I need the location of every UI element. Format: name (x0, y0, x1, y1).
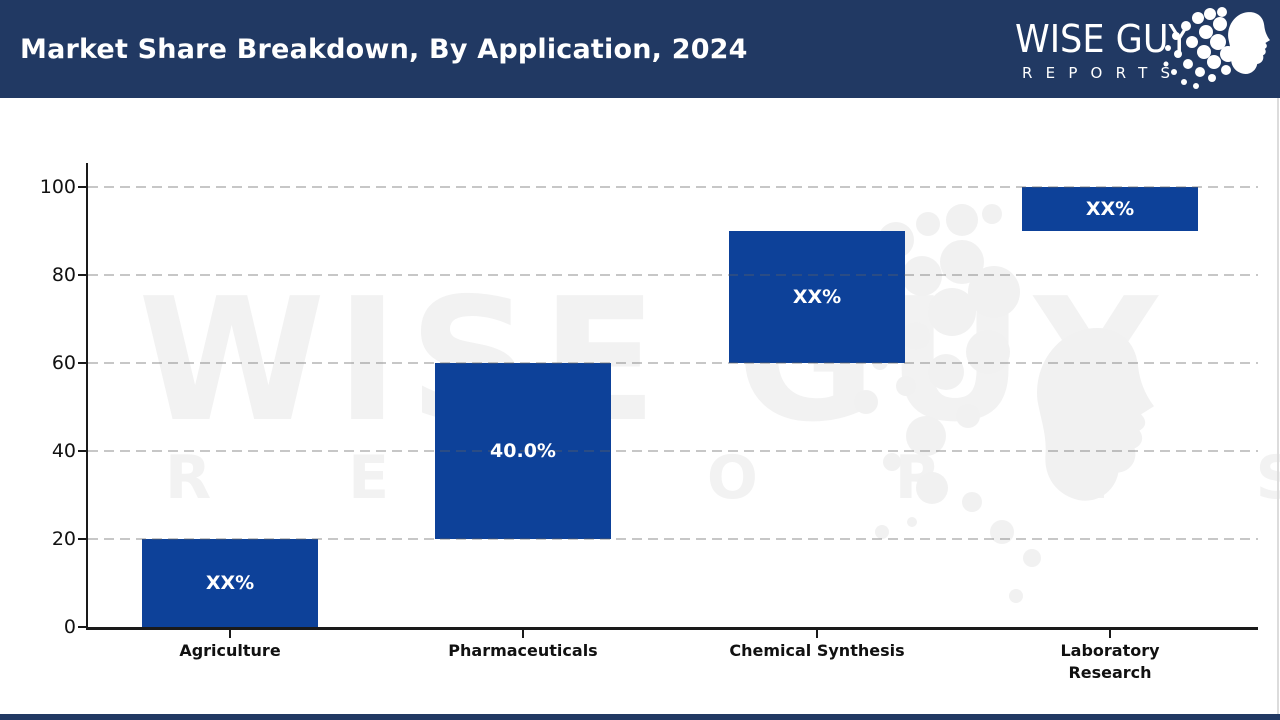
x-tick-label-chemical-synthesis: Chemical Synthesis (729, 641, 905, 660)
bar-pharmaceuticals (435, 363, 611, 539)
gridline-60 (88, 362, 1258, 364)
y-tick (78, 538, 86, 540)
logo-text-line2: REPORTS (1022, 64, 1182, 82)
gridline-100 (88, 186, 1258, 188)
x-axis-line (86, 627, 1258, 630)
x-tick (816, 630, 818, 638)
y-axis-line (86, 163, 88, 630)
x-tick (1109, 630, 1111, 638)
bar-agriculture (142, 539, 318, 627)
logo-text-line1: WISE GUY (1015, 17, 1191, 61)
header-bar: Market Share Breakdown, By Application, … (0, 0, 1280, 98)
y-tick-label: 60 (51, 352, 76, 374)
plot-right-border (1277, 98, 1279, 714)
y-tick-label: 80 (51, 264, 76, 286)
y-tick-label: 40 (51, 440, 76, 462)
y-tick (78, 274, 86, 276)
bar-laboratory-research (1022, 187, 1198, 231)
x-tick (229, 630, 231, 638)
footer-bar (0, 714, 1280, 720)
y-tick (78, 186, 86, 188)
bar-chemical-synthesis (729, 231, 905, 363)
bar-value-label: XX% (205, 572, 255, 594)
wise-guy-reports-logo: WISE GUY REPORTS (1015, 7, 1270, 89)
gridline-40 (88, 450, 1258, 452)
gridline-80 (88, 274, 1258, 276)
bar-value-label: XX% (1085, 198, 1135, 220)
y-tick (78, 626, 86, 628)
x-tick-label-agriculture: Agriculture (179, 641, 281, 660)
x-tick (522, 630, 524, 638)
y-tick-label: 20 (51, 528, 76, 550)
logo-head-dots (1163, 7, 1270, 89)
x-tick-label-laboratory-research: Laboratory Research (1060, 641, 1160, 682)
y-tick-label: 100 (39, 176, 76, 198)
x-tick-label-pharmaceuticals: Pharmaceuticals (448, 641, 598, 660)
gridline-20 (88, 538, 1258, 540)
bar-value-label: 40.0% (490, 440, 556, 462)
page-title: Market Share Breakdown, By Application, … (20, 33, 748, 65)
y-tick-label: 0 (63, 616, 76, 638)
bar-value-label: XX% (792, 286, 842, 308)
y-tick (78, 362, 86, 364)
y-tick (78, 450, 86, 452)
